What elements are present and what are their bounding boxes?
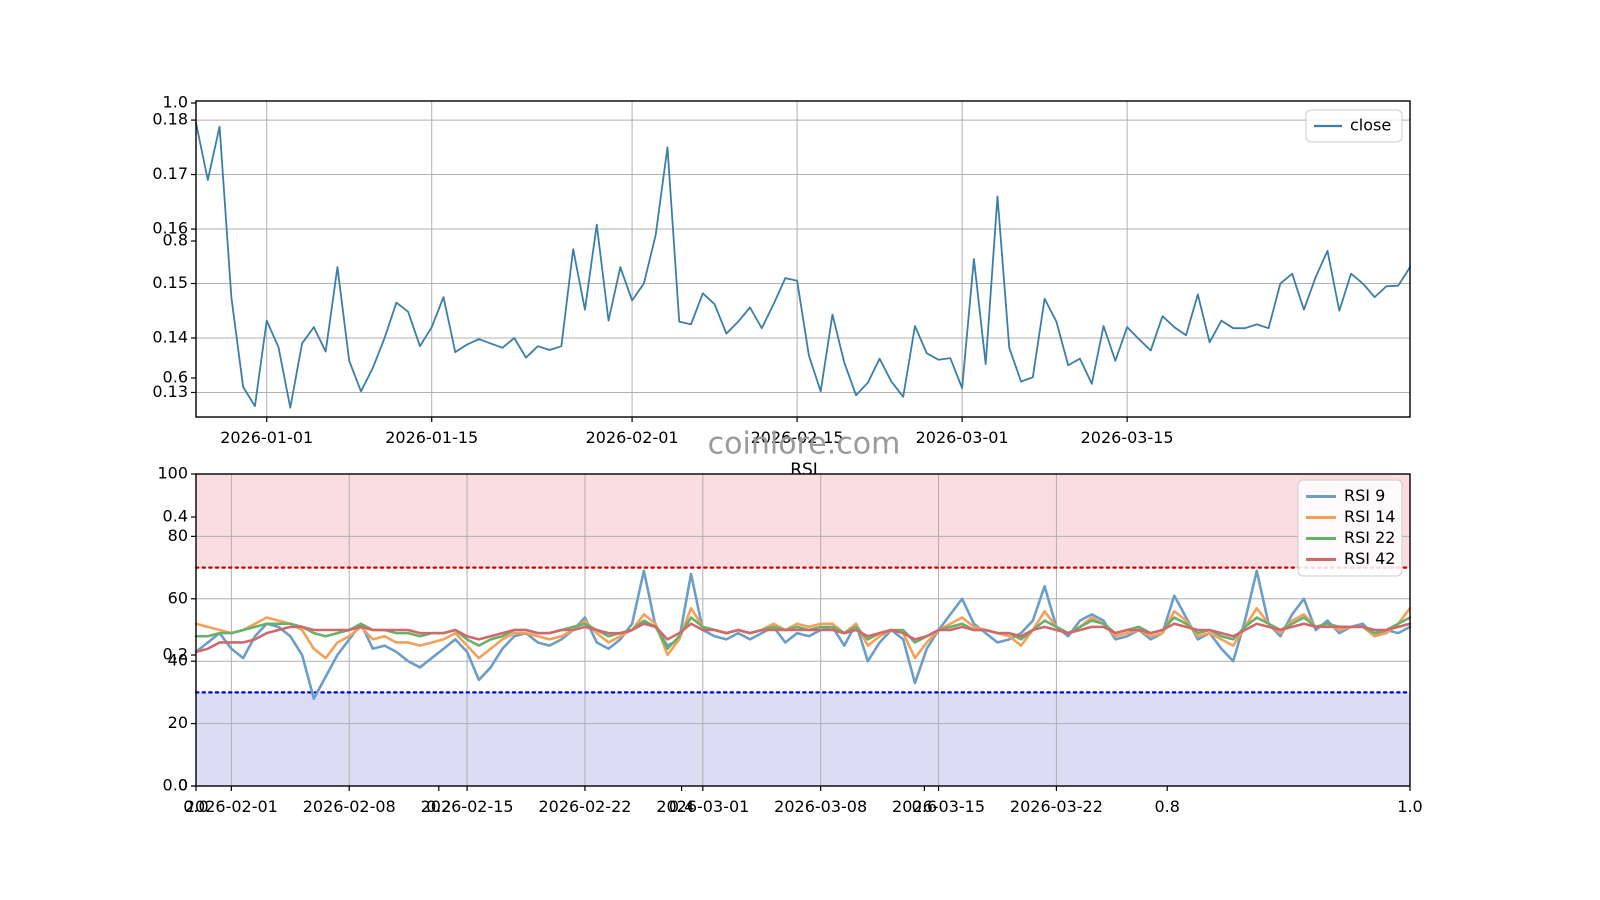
price-series-close xyxy=(195,121,1411,409)
rsi-band-overbought xyxy=(196,474,1410,568)
rsi-x-tick-label: 2026-02-01 xyxy=(185,797,278,816)
rsi-y-tick-label: 80 xyxy=(168,526,188,545)
rsi-norm-x-tick-label: 0.6 xyxy=(912,797,937,816)
price-legend-label: close xyxy=(1350,116,1391,135)
rsi-x-tick-label: 2026-02-15 xyxy=(421,797,514,816)
price-legend-box xyxy=(1305,109,1403,143)
rsi-y-tick-label: 20 xyxy=(168,713,188,732)
watermark-coinlore: coinlore.com xyxy=(708,427,901,462)
rsi-legend-label: RSI 42 xyxy=(1344,549,1395,568)
price-y-tick-label: 0.18 xyxy=(152,110,188,129)
rsi-x-tick-label: 2026-02-08 xyxy=(303,797,396,816)
price-norm-y-tick-label: 0.6 xyxy=(163,368,188,387)
price-x-tick-label: 2026-01-01 xyxy=(220,428,313,447)
rsi-norm-y-tick-label: 0.2 xyxy=(163,645,188,664)
rsi-y-tick-label: 40 xyxy=(168,651,188,670)
price-x-tick-label: 2026-03-15 xyxy=(1081,428,1174,447)
rsi-y-tick-label: 100 xyxy=(157,464,188,483)
price-x-tick-label: 2026-03-01 xyxy=(916,428,1009,447)
rsi-norm-y-tick-label: 0.4 xyxy=(163,507,188,526)
price-x-tick-label: 2026-02-01 xyxy=(586,428,679,447)
rsi-band-oversold xyxy=(196,692,1410,786)
rsi-norm-x-tick-label: 0.4 xyxy=(669,797,694,816)
price-plot-spines xyxy=(195,100,1411,418)
price-y-tick-label: 0.16 xyxy=(152,219,188,238)
price-y-tick-label: 0.13 xyxy=(152,382,188,401)
price-norm-y-tick-label: 0.8 xyxy=(163,231,188,250)
rsi-x-tick-label: 2026-03-01 xyxy=(656,797,749,816)
rsi-norm-x-tick-label: 0.8 xyxy=(1154,797,1179,816)
price-y-tick-label: 0.14 xyxy=(152,328,188,347)
price-y-tick-label: 0.17 xyxy=(152,164,188,183)
price-y-tick-label: 0.15 xyxy=(152,273,188,292)
rsi-norm-x-tick-label: 0.0 xyxy=(183,797,208,816)
rsi-legend-label: RSI 14 xyxy=(1344,507,1395,526)
price-norm-y-tick-label: 1.0 xyxy=(163,93,188,112)
price-x-tick-label: 2026-02-15 xyxy=(751,428,844,447)
rsi-series-rsi-42 xyxy=(194,622,1412,654)
rsi-legend-label: RSI 9 xyxy=(1344,486,1385,505)
rsi-x-tick-label: 2026-03-08 xyxy=(774,797,867,816)
rsi-x-tick-label: 2026-03-22 xyxy=(1010,797,1103,816)
rsi-x-tick-label: 2026-02-22 xyxy=(538,797,631,816)
rsi-y-tick-label: 60 xyxy=(168,588,188,607)
rsi-series-rsi-14 xyxy=(194,606,1412,660)
rsi-norm-x-tick-label: 0.2 xyxy=(426,797,451,816)
price-x-tick-label: 2026-01-15 xyxy=(385,428,478,447)
rsi-legend-box xyxy=(1297,479,1403,577)
price-plot-background xyxy=(196,101,1410,417)
rsi-x-tick-label: 2026-03-15 xyxy=(892,797,985,816)
rsi-y-tick-label: 0 xyxy=(178,776,188,795)
rsi-plot-spines xyxy=(195,473,1411,787)
rsi-legend-label: RSI 22 xyxy=(1344,528,1395,547)
rsi-norm-y-tick-label: 0.0 xyxy=(163,776,188,795)
rsi-norm-x-tick-label: 1.0 xyxy=(1397,797,1422,816)
